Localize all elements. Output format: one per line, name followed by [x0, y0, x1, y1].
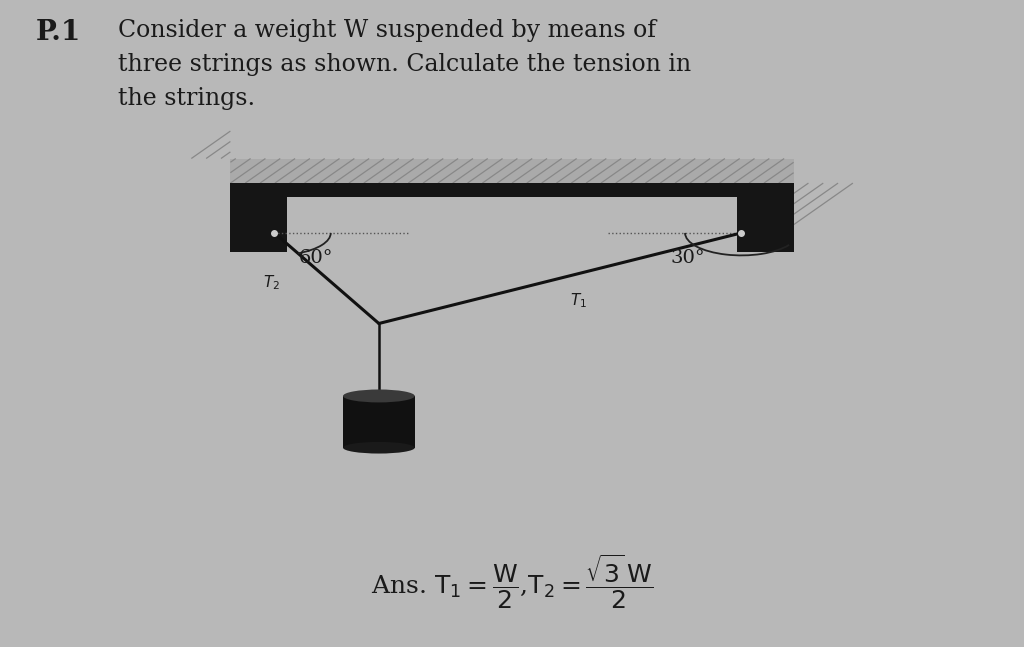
- Text: $T_2$: $T_2$: [263, 274, 280, 292]
- Polygon shape: [230, 183, 794, 197]
- Text: 60°: 60°: [299, 249, 334, 267]
- Text: 30°: 30°: [671, 249, 706, 267]
- Text: Consider a weight W suspended by means of
three strings as shown. Calculate the : Consider a weight W suspended by means o…: [118, 19, 691, 110]
- Polygon shape: [230, 159, 794, 183]
- Ellipse shape: [343, 389, 415, 402]
- Text: $T_1$: $T_1$: [570, 292, 587, 310]
- Ellipse shape: [343, 442, 415, 454]
- Text: P.1: P.1: [36, 19, 81, 47]
- Polygon shape: [343, 396, 415, 448]
- Text: Ans. $\mathrm{T_1} = \dfrac{\mathrm{W}}{2}$,$\mathrm{T_2} = \dfrac{\sqrt{3}\,\ma: Ans. $\mathrm{T_1} = \dfrac{\mathrm{W}}{…: [371, 553, 653, 611]
- Polygon shape: [230, 197, 287, 252]
- Polygon shape: [737, 197, 794, 252]
